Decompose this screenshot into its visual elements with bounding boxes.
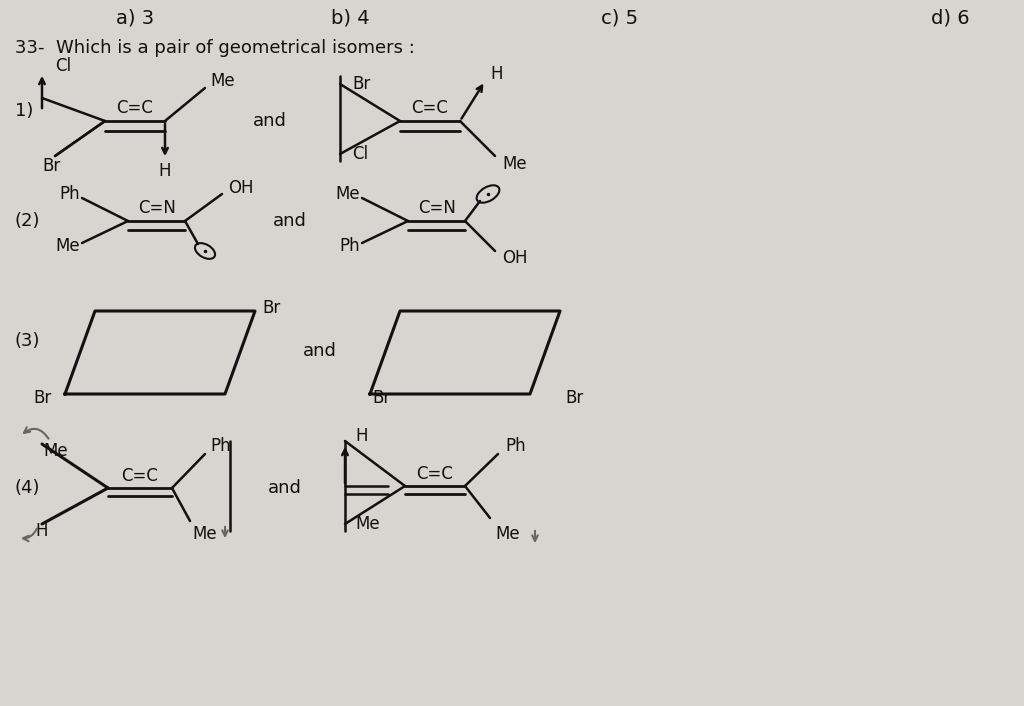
Text: Ph: Ph [505,437,525,455]
Text: (4): (4) [15,479,41,497]
Text: H: H [36,522,48,540]
Text: C=C: C=C [412,99,449,117]
Text: Br: Br [352,75,371,93]
Text: Me: Me [43,442,68,460]
Text: H: H [159,162,171,180]
Text: b) 4: b) 4 [331,8,370,28]
Text: Me: Me [55,237,80,255]
Text: c) 5: c) 5 [601,8,639,28]
Text: H: H [490,65,503,83]
Text: (3): (3) [15,332,41,350]
Text: C=C: C=C [117,99,154,117]
Text: OH: OH [228,179,254,197]
Text: 1): 1) [15,102,34,120]
Text: Br: Br [34,389,52,407]
Text: and: and [303,342,337,360]
Text: OH: OH [502,249,527,267]
Text: Me: Me [336,185,360,203]
Text: Cl: Cl [352,145,368,163]
Text: Me: Me [210,72,234,90]
Text: Br: Br [372,389,390,407]
Text: C=C: C=C [417,465,454,483]
Text: Cl: Cl [55,57,71,75]
Text: (2): (2) [15,212,41,230]
Text: and: and [253,112,287,130]
Text: Br: Br [262,299,281,317]
Text: Ph: Ph [339,237,360,255]
Text: H: H [355,427,368,445]
Text: C=N: C=N [138,199,176,217]
Text: Me: Me [355,515,380,533]
Text: Br: Br [42,157,60,175]
Text: and: and [273,212,307,230]
Text: Ph: Ph [210,437,230,455]
Text: Ph: Ph [59,185,80,203]
Text: C=N: C=N [418,199,456,217]
Text: Me: Me [193,525,217,543]
Text: Br: Br [565,389,584,407]
Text: Me: Me [502,155,526,173]
Text: C=C: C=C [122,467,159,485]
Text: Me: Me [495,525,519,543]
Text: a) 3: a) 3 [116,8,154,28]
Text: d) 6: d) 6 [931,8,970,28]
Text: 33-  Which is a pair of geometrical isomers :: 33- Which is a pair of geometrical isome… [15,39,415,57]
Text: and: and [268,479,302,497]
